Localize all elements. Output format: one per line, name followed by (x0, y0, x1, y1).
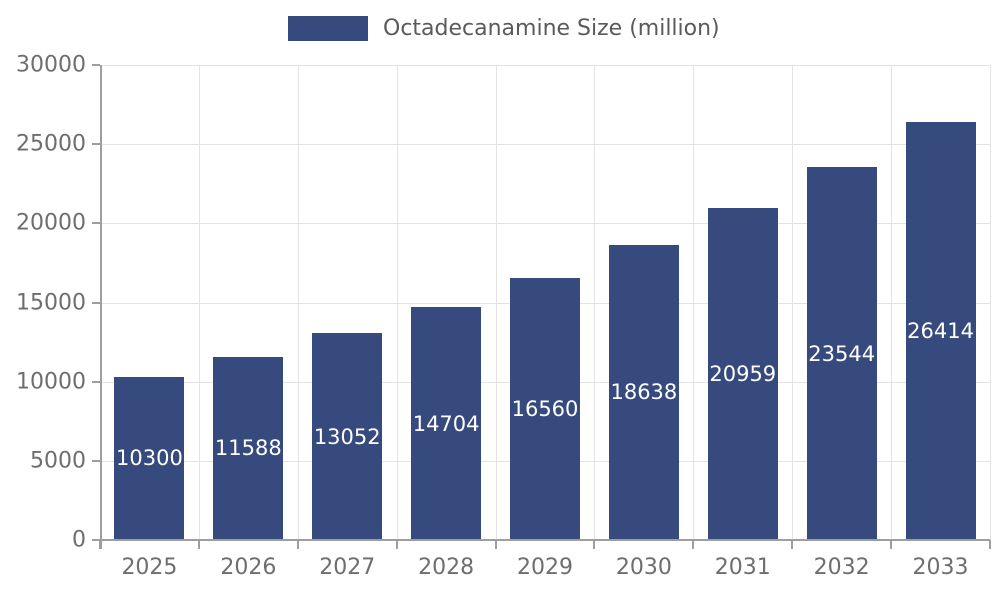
x-tick-mark (791, 540, 794, 549)
y-tick-mark (92, 301, 100, 304)
y-axis-tick-label: 15000 (16, 290, 86, 315)
bar-value-label: 13052 (313, 424, 381, 449)
x-tick-mark (989, 540, 991, 549)
bar (213, 356, 283, 540)
y-axis-tick-label: 10000 (16, 369, 86, 395)
y-axis-tick-label: 25000 (16, 131, 86, 157)
x-axis-tick-label: 2031 (714, 555, 771, 580)
x-gridline (396, 65, 398, 540)
bar (906, 121, 976, 540)
y-tick-mark (92, 539, 100, 541)
bar (312, 333, 382, 540)
x-tick-mark (890, 540, 893, 549)
y-gridline (100, 223, 990, 225)
x-axis-tick-label: 2032 (813, 555, 870, 580)
bar (708, 208, 778, 540)
y-gridline (100, 144, 990, 146)
y-gridline (100, 65, 990, 66)
bar (114, 376, 184, 540)
bar-value-label: 10300 (116, 446, 183, 471)
y-tick-mark (92, 459, 100, 462)
x-gridline (891, 65, 893, 540)
x-axis-tick-label: 2033 (912, 555, 969, 580)
x-tick-mark (395, 540, 398, 549)
x-tick-mark (296, 540, 299, 549)
x-axis-tick-label: 2029 (517, 555, 573, 580)
y-axis-tick-label: 30000 (16, 52, 86, 78)
y-axis-tick-label: 0 (72, 527, 86, 553)
bar-value-label: 26414 (907, 318, 974, 343)
y-tick-mark (92, 380, 100, 383)
x-axis-tick-label: 2030 (615, 555, 672, 580)
x-gridline (495, 65, 497, 540)
bar (807, 167, 877, 540)
x-gridline (792, 65, 794, 540)
bar-value-label: 23544 (808, 341, 876, 366)
bar-value-label: 11588 (214, 436, 282, 461)
x-tick-mark (494, 540, 497, 549)
y-tick-mark (92, 143, 100, 146)
x-axis-line (100, 539, 990, 541)
bar-value-label: 18638 (610, 380, 678, 405)
bar-value-label: 20959 (709, 362, 777, 387)
bar-value-label: 16560 (511, 396, 579, 421)
x-tick-mark (692, 540, 695, 549)
y-tick-mark (92, 64, 100, 66)
x-gridline (297, 65, 299, 540)
x-axis-tick-label: 2028 (418, 555, 475, 580)
x-tick-mark (593, 540, 596, 549)
bar (510, 277, 580, 540)
y-axis-tick-label: 5000 (30, 448, 86, 474)
legend-label: Octadecanamine Size (million) (383, 16, 720, 41)
bar (411, 307, 481, 540)
x-gridline (990, 65, 991, 540)
y-axis-tick-label: 20000 (16, 210, 86, 236)
y-axis-line (100, 65, 102, 549)
x-axis-tick-label: 2026 (220, 555, 277, 580)
x-gridline (594, 65, 596, 540)
x-gridline (198, 65, 200, 540)
x-axis-tick-label: 2027 (319, 555, 376, 580)
bar-value-label: 14704 (412, 411, 480, 436)
bar (609, 244, 679, 540)
y-tick-mark (92, 222, 100, 225)
legend-swatch-icon (288, 16, 368, 41)
x-gridline (693, 65, 695, 540)
x-axis-tick-label: 2025 (121, 555, 178, 580)
plot-area: 10300 11588 13052 14704 16560 18638 20959 23544… (100, 65, 991, 549)
x-tick-mark (197, 540, 200, 549)
legend-item[interactable]: Octadecanamine Size (million) (288, 16, 720, 41)
